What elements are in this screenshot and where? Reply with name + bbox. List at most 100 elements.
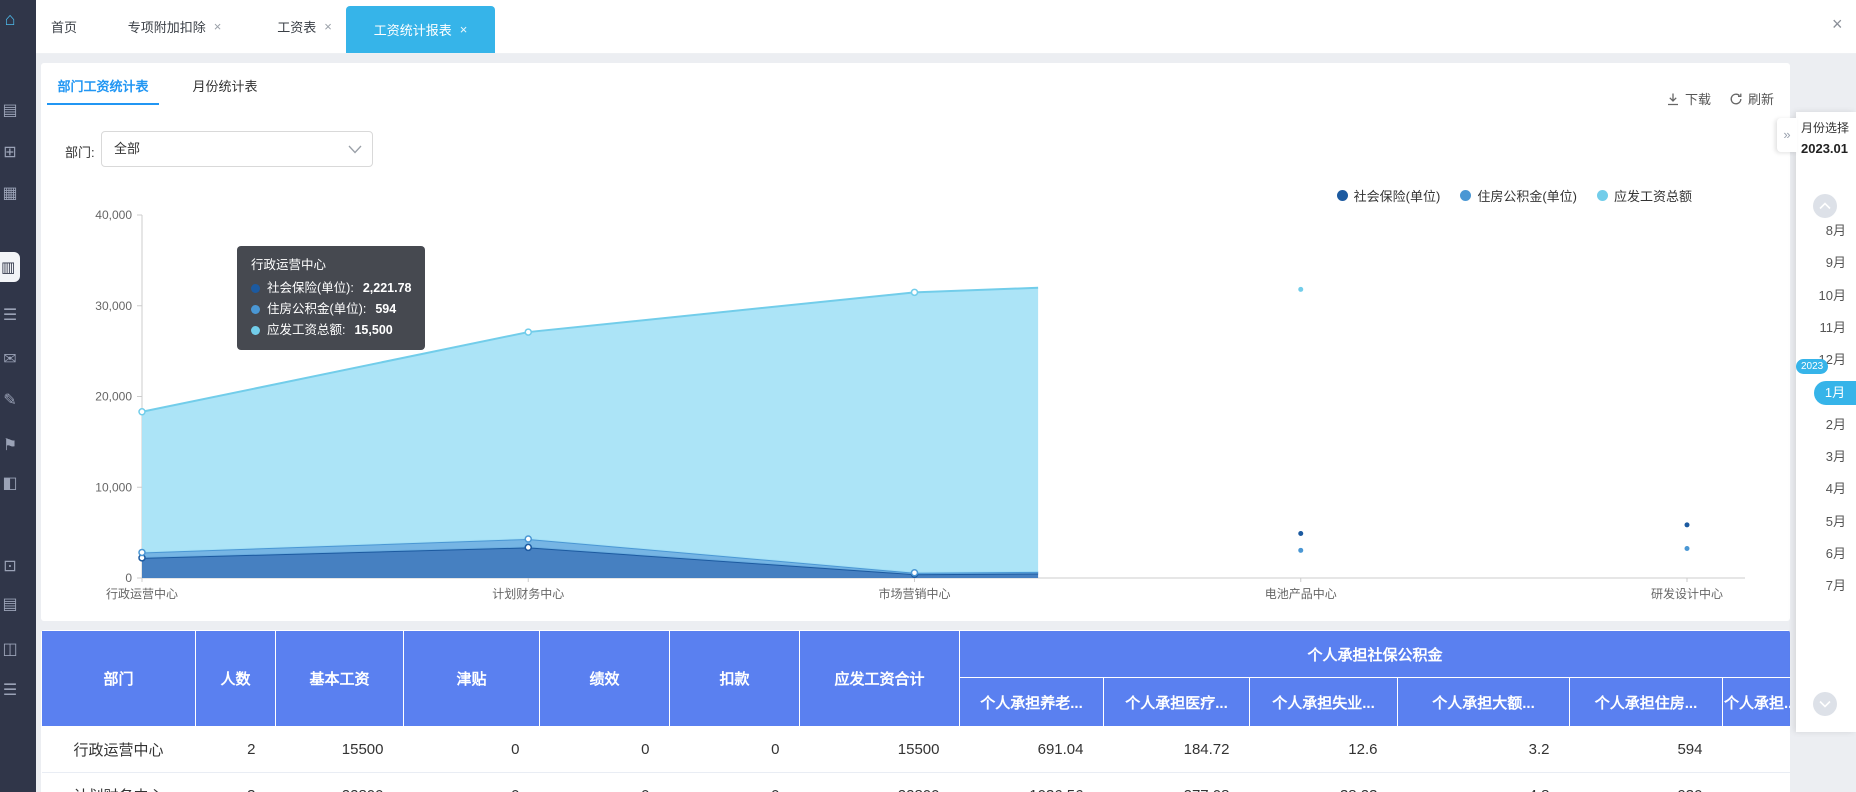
scroll-down-button[interactable]: [1813, 692, 1837, 716]
month-item[interactable]: 10月: [1818, 287, 1846, 303]
salary-icon[interactable]: ▥: [0, 252, 20, 282]
svg-text:电池产品中心: 电池产品中心: [1265, 586, 1337, 601]
value-cell: 0: [669, 772, 800, 792]
logo-icon[interactable]: ⌂: [4, 9, 16, 29]
legend-item[interactable]: 住房公积金(单位): [1460, 186, 1577, 205]
value-cell: 930: [1569, 772, 1723, 792]
value-cell: 0: [539, 772, 670, 792]
svg-text:30,000: 30,000: [95, 299, 132, 313]
tab-close-icon[interactable]: ×: [324, 19, 332, 34]
assets-icon[interactable]: ⚑: [2, 437, 18, 454]
month-panel: 月份选择 2023.01 8月 9月 10月 11月 12月 2023 1月 2月 3月 4月 5月…: [1796, 112, 1856, 732]
tab-label: 工资统计报表: [373, 23, 452, 38]
svg-text:10,000: 10,000: [95, 480, 132, 494]
svg-text:0: 0: [125, 571, 132, 585]
sidebar-nav: ⌂ ▤ ⊞ ▦ ▥ ☰ ✉ ✎ ⚑ ◧ ⊡ ▤ ◫ ☰: [0, 0, 36, 792]
tab-label: 专项附加扣除: [127, 20, 206, 35]
month-item[interactable]: 7月: [1825, 578, 1846, 594]
tooltip-value: 15,500: [354, 323, 393, 337]
month-item[interactable]: 5月: [1825, 513, 1846, 529]
value-cell: 3: [195, 772, 276, 792]
tab-strip: × 首页 专项附加扣除 × 工资表 × 工资统计报表 ×: [36, 0, 1856, 54]
legend-item[interactable]: 应发工资总额: [1596, 186, 1692, 205]
settings-icon[interactable]: ⊡: [3, 558, 17, 575]
salary-icon: ▥: [1, 259, 16, 276]
column-header: 部门: [41, 630, 196, 727]
tooltip-label: 应发工资总额:: [267, 323, 346, 337]
tab-2[interactable]: 工资表 ×: [263, 0, 346, 53]
files-icon[interactable]: ▤: [2, 596, 18, 613]
department-select[interactable]: 全部: [101, 131, 373, 167]
month-item[interactable]: 11月: [1819, 319, 1847, 335]
legend-label: 住房公积金(单位): [1477, 189, 1577, 204]
month-item[interactable]: 2月: [1825, 416, 1846, 432]
month-item-active[interactable]: 1月: [1814, 380, 1856, 405]
legend-dot-icon: [1336, 190, 1348, 201]
month-item[interactable]: 9月: [1825, 255, 1846, 271]
tooltip-title: 行政运营中心: [251, 258, 327, 272]
dashboard-icon[interactable]: ▤: [2, 102, 18, 119]
entry-icon[interactable]: ✎: [3, 392, 17, 409]
value-cell: [1722, 772, 1790, 792]
more-icon[interactable]: ☰: [2, 682, 18, 699]
legend-label: 社会保险(单位): [1353, 189, 1441, 204]
tab-close-icon[interactable]: ×: [459, 22, 468, 37]
table-row: 行政运营中心 2 15500 0 0 0 15500 691.04 184.72 12.6 3.2 5…: [41, 726, 1790, 773]
salary-table-card: 部门 人数 基本工资 津贴 绩效 扣款 应发工资合计 个人承担社保公积金 个人承担养老... 个人…: [41, 630, 1790, 792]
tooltip-row: 应发工资总额: 15,500: [251, 320, 411, 341]
sub-column-header: 个人承担失业...: [1249, 677, 1398, 727]
column-header: 津贴: [403, 630, 540, 727]
sub-column-header: 个人承担大额...: [1397, 677, 1570, 727]
sub-column-header: 个人承担医疗...: [1103, 677, 1250, 727]
report-icon[interactable]: ☰: [2, 307, 18, 324]
download-button[interactable]: 下载: [1666, 89, 1711, 108]
collapse-panel-handle[interactable]: »: [1777, 118, 1797, 152]
value-cell: 3.2: [1397, 726, 1570, 773]
tab-1[interactable]: 专项附加扣除 ×: [112, 0, 237, 53]
tooltip-value: 2,221.78: [362, 281, 412, 295]
voucher-icon[interactable]: ⊞: [3, 144, 17, 161]
tab-label: 工资表: [277, 20, 317, 35]
tab-0[interactable]: 首页: [41, 0, 87, 53]
legend-item[interactable]: 社会保险(单位): [1336, 186, 1441, 205]
month-item[interactable]: 3月: [1825, 449, 1846, 465]
value-cell: 12.6: [1249, 726, 1398, 773]
value-cell: 38.23: [1249, 772, 1398, 792]
invoice-icon[interactable]: ✉: [3, 351, 17, 368]
tooltip-value: 594: [375, 302, 397, 316]
active-year-badge[interactable]: 2023: [1796, 358, 1829, 374]
month-item[interactable]: 8月: [1825, 223, 1846, 238]
column-header: 扣款: [669, 630, 800, 727]
value-cell: 15500: [275, 726, 404, 773]
subtab-month-stats[interactable]: 月份统计表: [192, 79, 258, 94]
subtab-department-salary[interactable]: 部门工资统计表: [47, 71, 159, 105]
column-header: 应发工资合计: [799, 630, 960, 727]
ledger-icon[interactable]: ▦: [2, 185, 18, 202]
series-dot-icon: [251, 305, 260, 314]
value-cell: 4.8: [1397, 772, 1570, 792]
chart-tooltip: 行政运营中心 社会保险(单位): 2,221.78 住房公积金(单位): 594 应发工…: [237, 246, 426, 350]
tab-close-icon[interactable]: ×: [213, 19, 222, 34]
close-all-icon[interactable]: ×: [1832, 14, 1843, 34]
refresh-button[interactable]: 刷新: [1729, 89, 1774, 108]
chevron-down-icon: [1819, 700, 1831, 708]
scroll-up-button[interactable]: [1813, 194, 1837, 218]
department-select-value: 全部: [114, 141, 141, 156]
column-header: 绩效: [539, 630, 670, 727]
value-cell: 1036.56: [959, 772, 1104, 792]
month-item[interactable]: 6月: [1825, 546, 1846, 561]
tooltip-row: 社会保险(单位): 2,221.78: [251, 278, 411, 299]
month-item[interactable]: 4月: [1825, 481, 1846, 497]
checkout-icon[interactable]: ◧: [2, 475, 18, 492]
chevron-up-icon: [1819, 202, 1831, 210]
tab-3[interactable]: 工资统计报表 ×: [346, 6, 495, 53]
value-cell: 22800: [275, 772, 404, 792]
download-icon: [1666, 92, 1680, 106]
value-cell: 15500: [799, 726, 960, 773]
month-panel-current: 2023.01: [1801, 141, 1848, 156]
value-cell: 0: [403, 726, 540, 773]
stats-icon[interactable]: ◫: [2, 641, 18, 658]
value-cell: 594: [1569, 726, 1723, 773]
table-row: 计划财务中心322800000228001036.56277.0838.234.…: [41, 772, 1790, 792]
